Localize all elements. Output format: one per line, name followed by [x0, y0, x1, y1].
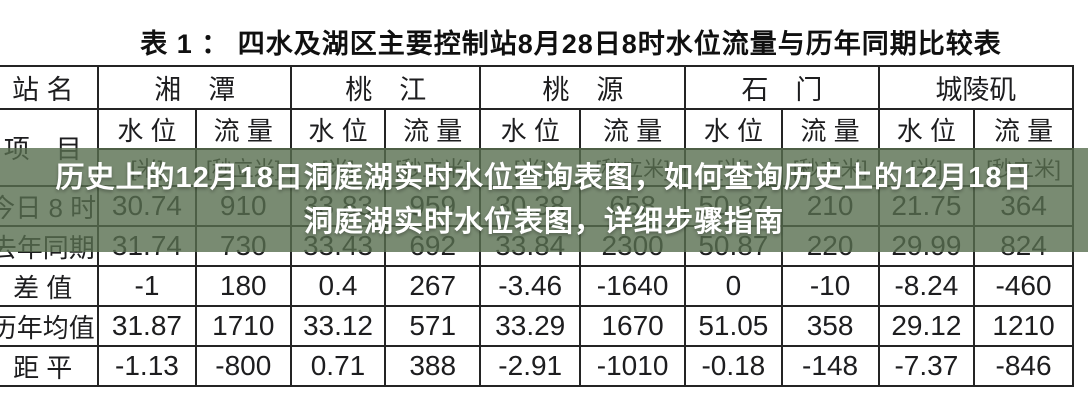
- table-row: 历年均值 31.87 1710 33.12 571 33.29 1670 51.05 358 29…: [0, 305, 1074, 347]
- value-cell: -1: [97, 265, 197, 307]
- measure-header: 流 量: [973, 108, 1074, 150]
- measure-header: 水 位: [479, 108, 581, 150]
- row-label: 差 值: [0, 265, 100, 307]
- station-xiangtan: 湘 潭: [97, 65, 293, 110]
- measure-header: 流 量: [578, 108, 687, 150]
- station-taojiang: 桃 江: [290, 65, 482, 110]
- value-cell: -10: [780, 265, 880, 307]
- measure-header: 流 量: [383, 108, 482, 150]
- value-cell: 0.71: [290, 345, 386, 387]
- value-cell: 0.4: [290, 265, 386, 307]
- value-cell: 267: [383, 265, 482, 307]
- watermark-line-1: 历史上的12月18日洞庭湖实时水位查询表图，如何查询历史上的12月18日: [55, 162, 1033, 194]
- measure-header: 水 位: [684, 108, 783, 150]
- station-header-row: 站 名 湘 潭 桃 江 桃 源 石 门 城陵矶: [0, 65, 1075, 110]
- value-cell: 180: [194, 265, 293, 307]
- value-cell: -1010: [578, 345, 687, 387]
- value-cell: 388: [383, 345, 482, 387]
- measure-header: 流 量: [780, 108, 880, 150]
- value-cell: -7.37: [877, 345, 976, 387]
- row-label: 历年均值: [0, 305, 100, 347]
- value-cell: 31.87: [97, 305, 197, 347]
- measure-header: 流 量: [194, 108, 293, 150]
- value-cell: 1710: [194, 305, 293, 347]
- value-cell: -846: [973, 345, 1074, 387]
- value-cell: -1.13: [97, 345, 197, 387]
- value-cell: 1210: [973, 305, 1074, 347]
- table-row: 差 值 -1 180 0.4 267 -3.46 -1640 0 -10 -8.24 -460: [0, 265, 1074, 307]
- station-name-header: 站 名: [0, 65, 100, 110]
- value-cell: -8.24: [877, 265, 976, 307]
- value-cell: 33.12: [290, 305, 386, 347]
- value-cell: 51.05: [684, 305, 783, 347]
- value-cell: -460: [973, 265, 1074, 307]
- row-label: 距 平: [0, 345, 100, 387]
- station-chenglingji: 城陵矶: [877, 65, 1075, 110]
- value-cell: 571: [383, 305, 482, 347]
- value-cell: 33.29: [479, 305, 581, 347]
- value-cell: -1640: [578, 265, 687, 307]
- watermark-line-2: 洞庭湖实时水位表图，详细步骤指南: [303, 206, 784, 238]
- value-cell: 1670: [578, 305, 687, 347]
- value-cell: -2.91: [479, 345, 581, 387]
- watermark-overlay: 历史上的12月18日洞庭湖实时水位查询表图，如何查询历史上的12月18日 洞庭湖…: [0, 148, 1088, 252]
- value-cell: -148: [780, 345, 880, 387]
- station-taoyuan: 桃 源: [479, 65, 687, 110]
- measure-header-row: 项 目 水 位 流 量 水 位 流 量 水 位 流 量 水 位 流 量 水 位 …: [0, 108, 1074, 187]
- table-row: 距 平 -1.13 -800 0.71 388 -2.91 -1010 -0.18 -148 -7…: [0, 345, 1074, 387]
- measure-header: 水 位: [97, 108, 197, 150]
- value-cell: 0: [684, 265, 783, 307]
- value-cell: 358: [780, 305, 880, 347]
- value-cell: -3.46: [479, 265, 581, 307]
- value-cell: -800: [194, 345, 293, 387]
- table-title: 表 1 ： 四水及湖区主要控制站8月28日8时水位流量与历年同期比较表: [140, 29, 1002, 59]
- measure-header: 水 位: [877, 108, 976, 150]
- station-shimen: 石 门: [684, 65, 880, 110]
- measure-header: 水 位: [290, 108, 386, 150]
- value-cell: -0.18: [684, 345, 783, 387]
- value-cell: 29.12: [877, 305, 976, 347]
